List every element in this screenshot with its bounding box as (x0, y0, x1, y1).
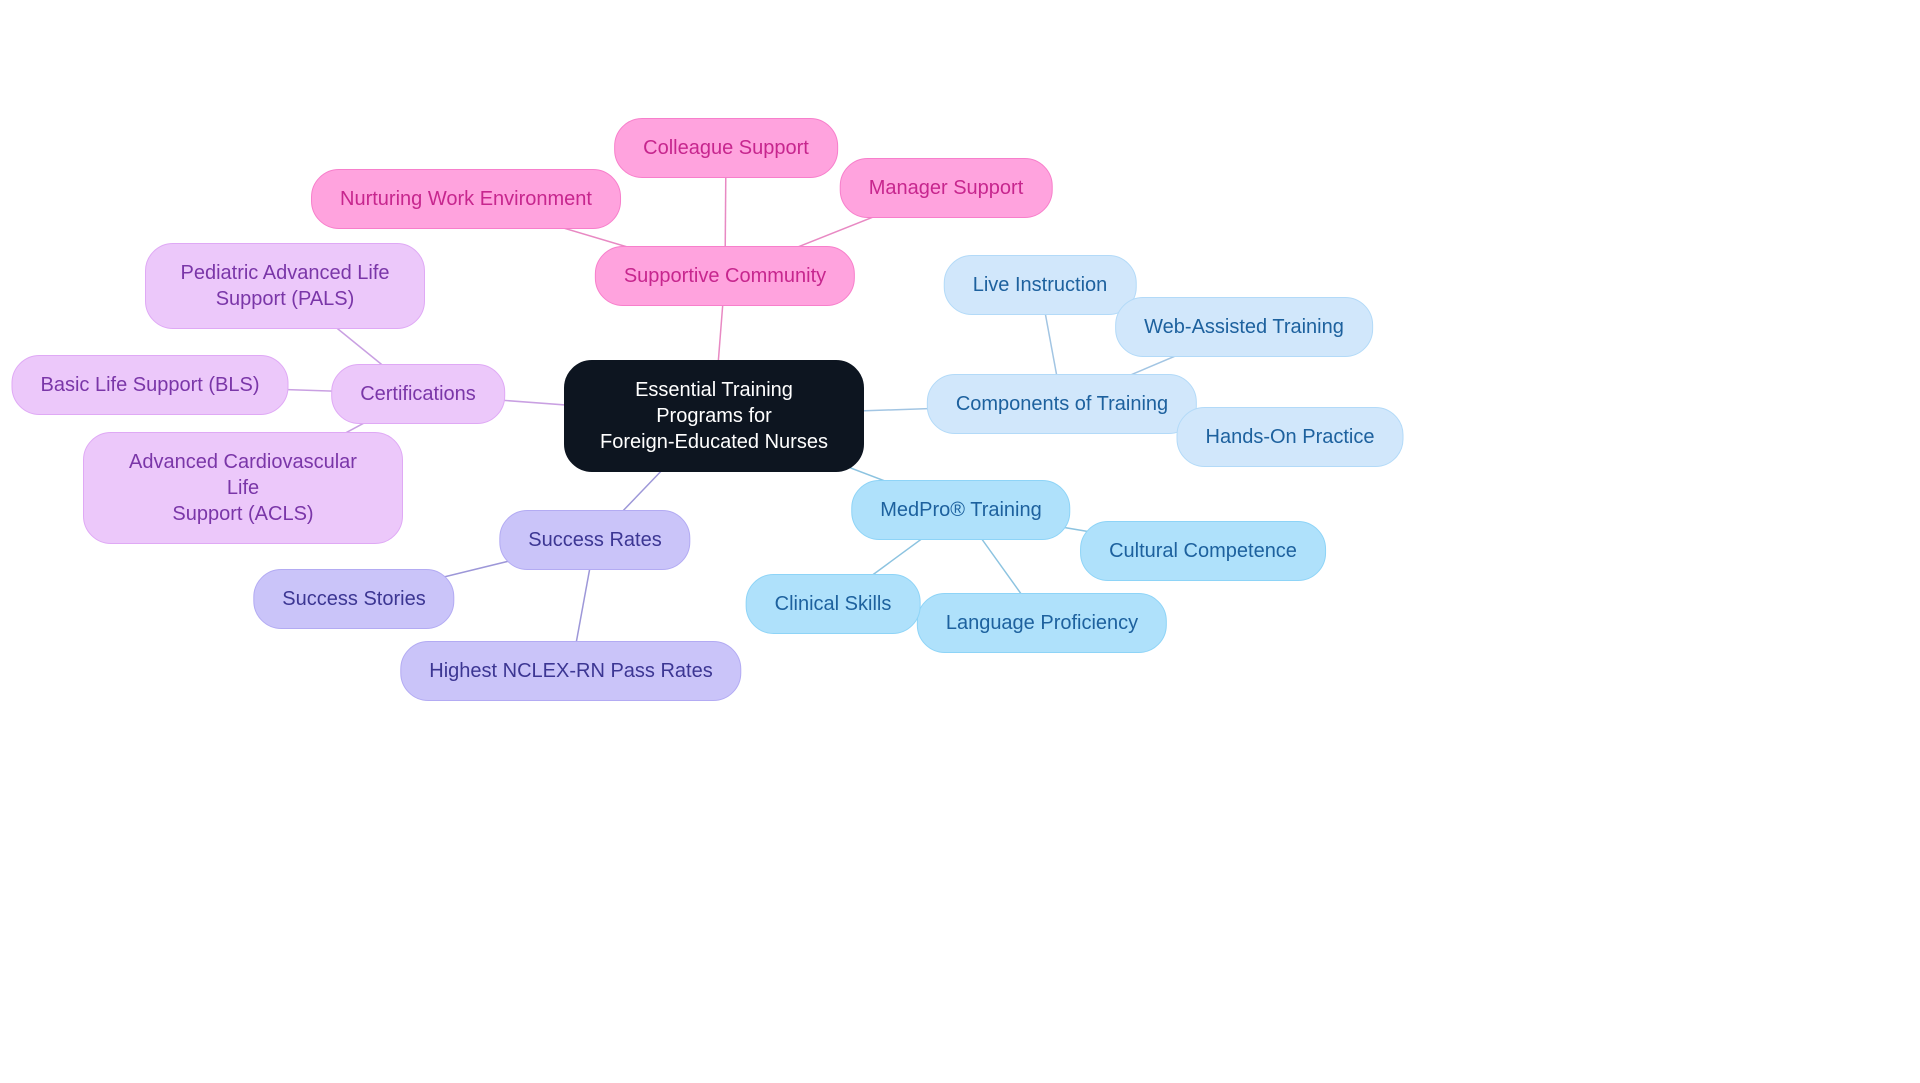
node-clinical: Clinical Skills (746, 574, 921, 634)
node-supportive: Supportive Community (595, 246, 855, 306)
node-stories: Success Stories (253, 569, 454, 629)
node-bls: Basic Life Support (BLS) (12, 355, 289, 415)
node-web: Web-Assisted Training (1115, 297, 1373, 357)
node-colleague: Colleague Support (614, 118, 838, 178)
node-cultural: Cultural Competence (1080, 521, 1326, 581)
node-components: Components of Training (927, 374, 1197, 434)
node-medpro: MedPro® Training (851, 480, 1070, 540)
node-nclex: Highest NCLEX-RN Pass Rates (400, 641, 741, 701)
node-live: Live Instruction (944, 255, 1137, 315)
node-language: Language Proficiency (917, 593, 1167, 653)
node-center: Essential Training Programs forForeign-E… (564, 360, 864, 472)
node-certs: Certifications (331, 364, 505, 424)
node-handson: Hands-On Practice (1177, 407, 1404, 467)
node-manager: Manager Support (840, 158, 1053, 218)
node-acls: Advanced Cardiovascular LifeSupport (ACL… (83, 432, 403, 544)
node-nurturing: Nurturing Work Environment (311, 169, 621, 229)
node-success: Success Rates (499, 510, 690, 570)
node-pals: Pediatric Advanced LifeSupport (PALS) (145, 243, 425, 329)
